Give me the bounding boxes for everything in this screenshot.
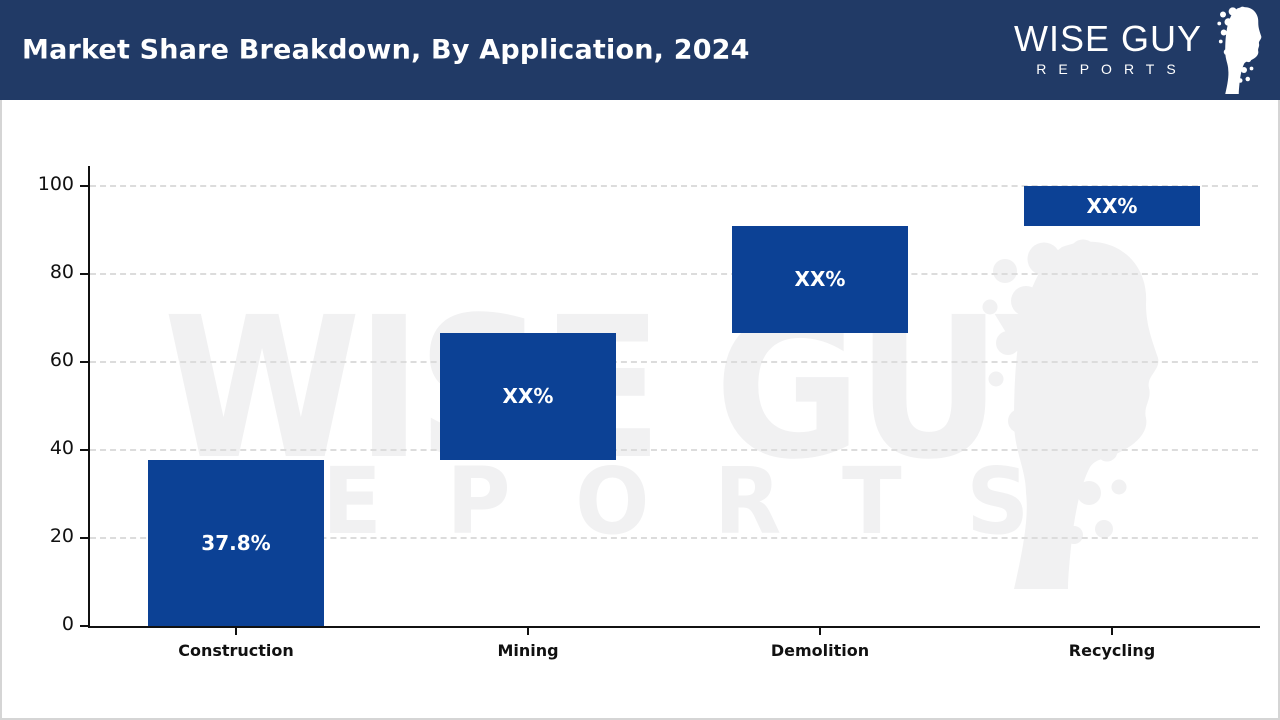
bar-construction: 37.8% <box>148 459 324 626</box>
y-axis-line <box>88 166 90 628</box>
x-tick-mark <box>235 628 237 635</box>
plot-area: 37.8% XX% XX% XX% <box>90 185 1258 626</box>
chart-title: Market Share Breakdown, By Application, … <box>22 34 750 66</box>
x-axis-line <box>88 626 1260 628</box>
bar-value-label: 37.8% <box>201 530 271 555</box>
x-tick-mark <box>527 628 529 635</box>
y-tick-label: 40 <box>49 437 74 459</box>
watermark-face-graphic <box>982 239 1159 589</box>
x-tick-mark <box>819 628 821 635</box>
bar-value-label: XX% <box>502 384 554 409</box>
y-tick-mark <box>80 449 88 451</box>
brand-logo: WISE GUY REPORTS <box>1014 4 1272 94</box>
y-tick-label: 20 <box>49 525 74 547</box>
y-tick-label: 60 <box>49 349 74 371</box>
header-bar: Market Share Breakdown, By Application, … <box>0 0 1280 100</box>
bar-demolition: XX% <box>732 226 908 333</box>
y-tick-mark <box>80 625 88 627</box>
x-category-label: Construction <box>178 641 294 660</box>
y-tick-mark <box>80 537 88 539</box>
y-tick-mark <box>80 273 88 275</box>
y-gridline <box>90 361 1258 363</box>
x-category-label: Mining <box>497 641 559 660</box>
y-gridline <box>90 537 1258 539</box>
bar-recycling: XX% <box>1024 186 1200 227</box>
y-gridline <box>90 273 1258 275</box>
bar-value-label: XX% <box>794 267 846 292</box>
logo-face-icon <box>1217 6 1262 94</box>
x-category-label: Demolition <box>770 641 870 660</box>
y-tick-label: 80 <box>49 261 74 283</box>
bar-value-label: XX% <box>1086 194 1138 219</box>
y-gridline <box>90 449 1258 451</box>
x-category-label: Recycling <box>1068 641 1156 660</box>
y-tick-mark <box>80 361 88 363</box>
logo-brand-text: WISE GUY <box>1013 18 1202 59</box>
y-tick-label: 0 <box>61 613 74 635</box>
chart-canvas: WISE GUY REPORTS 37.8% XX% XX% XX% 0 20 40 60 8… <box>2 100 1278 718</box>
logo-text-block: WISE GUY REPORTS <box>1013 18 1202 78</box>
x-tick-mark <box>1111 628 1113 635</box>
y-gridline <box>90 185 1258 187</box>
bar-mining: XX% <box>440 332 616 460</box>
y-tick-label: 100 <box>37 173 74 195</box>
logo-sub-text: REPORTS <box>1036 61 1188 77</box>
y-tick-mark <box>80 185 88 187</box>
